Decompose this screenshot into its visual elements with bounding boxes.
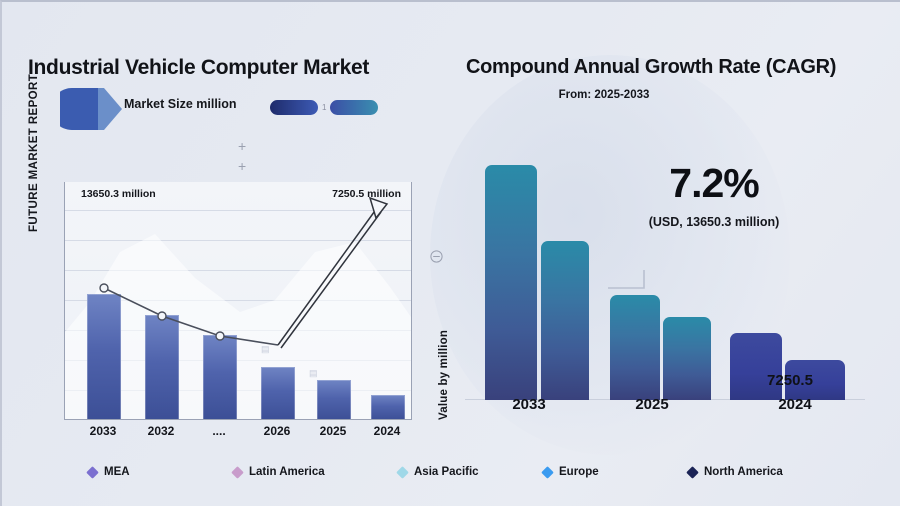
legend-marker-north-america (686, 465, 699, 479)
rbar-2033-primary (485, 165, 537, 400)
rbar-2024-primary (730, 333, 782, 400)
left-chart-x-labels: 2033 2032 .... 2026 2025 2024 (64, 424, 410, 446)
cagr-value: 7.2% (669, 160, 759, 206)
bar-2026 (261, 367, 295, 420)
hexagon-logo-icon (51, 88, 124, 130)
pill-indicator-group: 1 (270, 100, 379, 115)
bar-2025 (317, 380, 351, 420)
gridline (65, 270, 411, 271)
tiny-glyph-two: ▤ (309, 368, 318, 378)
gridline (65, 210, 411, 211)
bar-2033 (87, 294, 121, 420)
pill-indicator-secondary (330, 100, 379, 115)
bar-series (65, 182, 411, 420)
market-size-label: Market Size million (124, 97, 237, 111)
plus-marker-one: + (238, 138, 247, 154)
bar-2032 (145, 315, 179, 420)
legend-label-north-america: North America (704, 466, 783, 478)
rx-label-2024: 2024 (778, 396, 812, 413)
callout-value-label: 7250.5 (767, 372, 813, 389)
page-title: Industrial Vehicle Computer Market (28, 56, 370, 79)
decorative-corner-line (608, 270, 650, 290)
legend-item-europe[interactable]: Europe (541, 465, 688, 479)
value-label-right: 7250.5 million (332, 188, 401, 200)
legend-marker-mea (86, 465, 99, 479)
plus-marker-two: + (238, 158, 247, 174)
cagr-subtitle: From: 2025-2033 (558, 89, 650, 101)
legend-marker-latin-america (231, 465, 244, 479)
legend-item-latin-america[interactable]: Latin America (231, 465, 398, 479)
cagr-title: Compound Annual Growth Rate (CAGR) (466, 56, 837, 78)
minus-circle-icon (430, 250, 443, 263)
rx-label-2033: 2033 (512, 396, 546, 413)
gridline (65, 240, 411, 241)
x-label-2025: 2025 (319, 424, 347, 438)
rbar-2025-primary (610, 295, 660, 400)
bar-2024 (371, 395, 405, 420)
pill-separator-label: 1 (322, 103, 327, 112)
cagr-note: (USD, 13650.3 million) (648, 215, 780, 229)
legend-item-asia-pacific[interactable]: Asia Pacific (396, 465, 543, 479)
y-axis-right-label: Value by million (438, 329, 450, 420)
legend-label-europe: Europe (559, 466, 599, 478)
x-label-2026: 2026 (263, 424, 291, 438)
value-label-left: 13650.3 million (81, 188, 156, 200)
right-bar-chart: 2033 2025 2024 (455, 140, 875, 425)
legend-label-asia-pacific: Asia Pacific (414, 466, 479, 478)
pill-indicator-primary (270, 100, 318, 115)
x-label-dots: .... (212, 424, 226, 438)
x-label-2032: 2032 (147, 424, 175, 438)
legend-marker-asia-pacific (396, 465, 409, 479)
legend-item-north-america[interactable]: North America (686, 465, 783, 479)
x-axis-line (65, 418, 411, 420)
x-label-2024: 2024 (373, 424, 401, 438)
rbar-2024-secondary (785, 360, 845, 400)
legend-item-mea[interactable]: MEA (86, 465, 233, 479)
gridline (65, 300, 411, 301)
trend-line-series (99, 196, 389, 349)
bar-dots (203, 335, 237, 420)
legend-marker-europe (541, 465, 554, 479)
left-bar-chart: ▤ ▤ 13650.3 million 7250.5 million (64, 182, 412, 420)
rx-label-2025: 2025 (635, 396, 669, 413)
x-label-2033: 2033 (89, 424, 117, 438)
y-axis-left-label: FUTURE MARKET REPORT (28, 73, 40, 232)
legend-label-mea: MEA (104, 466, 130, 478)
legend: MEA Latin America Asia Pacific Europe No… (86, 465, 783, 479)
rbar-2025-secondary (663, 317, 711, 400)
tiny-glyph-one: ▤ (261, 344, 270, 354)
legend-label-latin-america: Latin America (249, 466, 325, 478)
rbar-2033-secondary (541, 241, 589, 400)
